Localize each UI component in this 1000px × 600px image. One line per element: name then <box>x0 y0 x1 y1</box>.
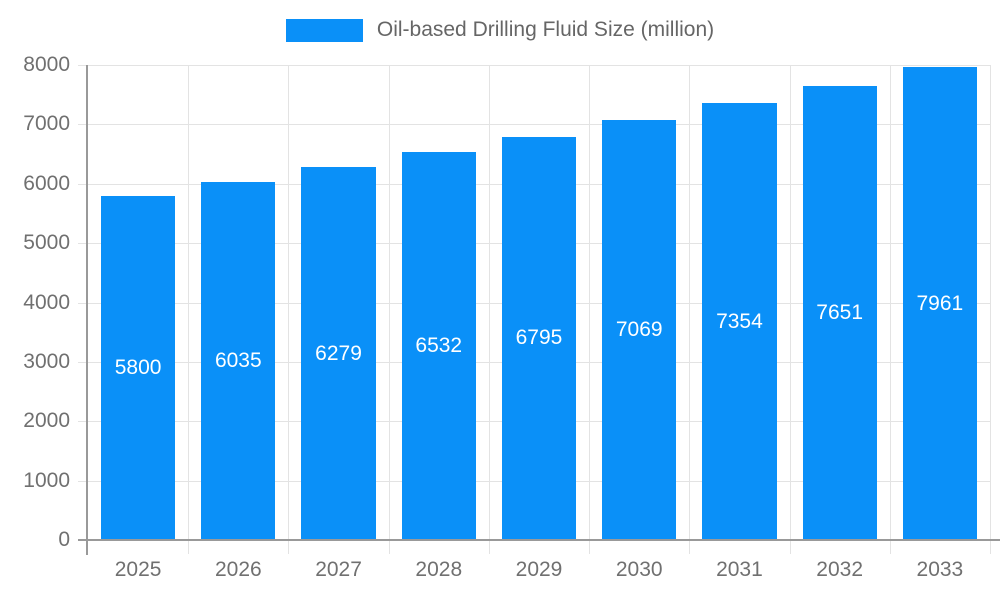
bar-value-label: 7651 <box>816 300 863 324</box>
x-tick-label: 2027 <box>315 558 362 581</box>
y-tick-label: 5000 <box>23 231 70 255</box>
y-tick-label: 3000 <box>23 349 70 373</box>
bar: 7069 <box>602 120 677 540</box>
x-tick-label: 2025 <box>114 558 162 581</box>
bar-slot: 6279 <box>288 65 388 540</box>
y-tick-label: 7000 <box>23 112 70 136</box>
x-axis-line <box>78 539 1000 541</box>
bar: 5800 <box>101 195 176 540</box>
y-gridline <box>78 65 990 66</box>
bar-value-label: 7069 <box>615 318 663 342</box>
bar: 7354 <box>702 103 777 540</box>
category-gridline <box>388 65 390 554</box>
bar: 6035 <box>201 181 276 540</box>
bar-slot: 7651 <box>790 65 890 540</box>
bar: 7961 <box>902 67 977 540</box>
category-gridline <box>488 65 490 554</box>
legend: Oil-based Drilling Fluid Size (million) <box>0 18 1000 42</box>
bar: 7651 <box>802 85 877 540</box>
bar-value-label: 6279 <box>315 341 362 365</box>
bar: 6532 <box>401 152 476 540</box>
bar: 6795 <box>501 136 577 540</box>
category-gridline <box>188 65 190 554</box>
bar-slot: 6035 <box>188 65 288 540</box>
bar-slot: 7354 <box>689 65 789 540</box>
y-tick-label: 1000 <box>23 468 70 492</box>
bar-slot: 7961 <box>890 65 990 540</box>
y-tick-label: 4000 <box>23 290 70 314</box>
bar-value-label: 7354 <box>716 309 763 333</box>
y-axis-line <box>86 65 88 555</box>
y-gridline <box>78 124 990 126</box>
legend-swatch-icon <box>285 18 363 42</box>
category-gridline <box>889 65 891 554</box>
bar-value-label: 5800 <box>114 355 162 379</box>
category-gridline <box>789 65 791 554</box>
x-tick-label: 2032 <box>816 558 864 581</box>
bar-value-label: 6035 <box>214 348 262 372</box>
bar-slot: 5800 <box>88 65 188 540</box>
y-tick-label: 8000 <box>23 53 70 76</box>
y-tick-label: 2000 <box>23 409 70 433</box>
category-gridline <box>288 65 290 554</box>
bar: 6279 <box>301 167 376 540</box>
bar-slot: 6532 <box>389 65 489 540</box>
legend-label: Oil-based Drilling Fluid Size (million) <box>376 18 715 41</box>
category-gridline <box>689 65 691 554</box>
x-tick-label: 2033 <box>916 558 964 581</box>
category-gridline <box>589 65 591 554</box>
plot-area: 5800 6035 6279 6532 6795 7069 7354 7651 7961 <box>78 65 1000 555</box>
bar-value-label: 6795 <box>515 326 563 350</box>
bar-slot: 7069 <box>589 65 689 540</box>
y-tick-label: 0 <box>58 528 70 551</box>
bar-value-label: 6532 <box>415 334 463 358</box>
bar-value-label: 7961 <box>916 291 964 315</box>
x-tick-label: 2030 <box>615 558 663 581</box>
y-tick-label: 6000 <box>23 171 70 195</box>
x-tick-label: 2028 <box>415 558 463 581</box>
x-tick-label: 2026 <box>214 558 262 581</box>
x-tick-label: 2029 <box>515 558 563 581</box>
bar-slot: 6795 <box>489 65 589 540</box>
x-tick-label: 2031 <box>716 558 763 581</box>
legend-item[interactable]: Oil-based Drilling Fluid Size (million) <box>285 18 715 42</box>
category-gridline <box>990 65 991 554</box>
